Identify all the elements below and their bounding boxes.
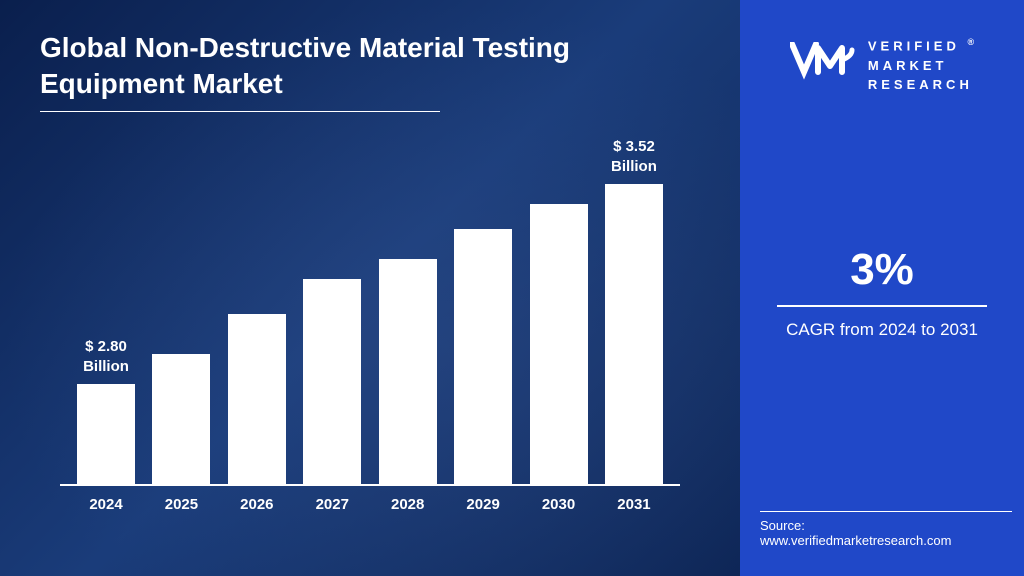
chart-panel: Global Non-Destructive Material Testing … xyxy=(0,0,740,576)
x-label: 2029 xyxy=(447,496,519,513)
bar xyxy=(454,229,512,484)
x-label: 2028 xyxy=(372,496,444,513)
source-block: Source: www.verifiedmarketresearch.com xyxy=(760,511,1012,548)
bar xyxy=(605,184,663,484)
bar-chart: $ 2.80Billion$ 3.52Billion 2024202520262… xyxy=(60,186,680,526)
bar xyxy=(152,354,210,484)
x-label: 2027 xyxy=(296,496,368,513)
sidebar: VERIFIED ® MARKET RESEARCH 3% CAGR from … xyxy=(740,0,1024,576)
brand-text: VERIFIED ® MARKET RESEARCH xyxy=(868,36,974,95)
bars-container: $ 2.80Billion $ 3.52Billion xyxy=(60,186,680,486)
x-label: 2026 xyxy=(221,496,293,513)
bar-wrap xyxy=(296,279,368,484)
cagr-stat: 3% CAGR from 2024 to 2031 xyxy=(777,245,987,343)
stat-divider xyxy=(777,305,987,307)
vmr-logo-icon xyxy=(790,42,856,88)
bar xyxy=(303,279,361,484)
brand-line2: MARKET xyxy=(868,56,974,76)
stat-value: 3% xyxy=(777,245,987,295)
title-underline xyxy=(40,111,440,112)
bar-wrap xyxy=(145,354,217,484)
bar-wrap xyxy=(523,204,595,484)
brand-logo: VERIFIED ® MARKET RESEARCH xyxy=(790,36,974,95)
x-label: 2031 xyxy=(598,496,670,513)
bar-annotation: $ 3.52Billion xyxy=(611,137,657,176)
bar-wrap xyxy=(372,259,444,484)
source-url: www.verifiedmarketresearch.com xyxy=(760,533,1012,548)
x-axis-labels: 20242025202620272028202920302031 xyxy=(60,486,680,513)
source-divider xyxy=(760,511,1012,512)
bar-wrap: $ 3.52Billion xyxy=(598,184,670,484)
bar xyxy=(530,204,588,484)
x-label: 2025 xyxy=(145,496,217,513)
brand-line3: RESEARCH xyxy=(868,75,974,95)
bar xyxy=(77,384,135,484)
bar-wrap xyxy=(221,314,293,484)
page-title: Global Non-Destructive Material Testing … xyxy=(40,30,700,103)
x-label: 2024 xyxy=(70,496,142,513)
bar xyxy=(228,314,286,484)
brand-line1: VERIFIED xyxy=(868,38,960,53)
bar-wrap: $ 2.80Billion xyxy=(70,384,142,484)
bar-annotation: $ 2.80Billion xyxy=(83,337,129,376)
x-label: 2030 xyxy=(523,496,595,513)
bar-wrap xyxy=(447,229,519,484)
stat-subtitle: CAGR from 2024 to 2031 xyxy=(777,317,987,343)
bar xyxy=(379,259,437,484)
source-label: Source: xyxy=(760,518,1012,533)
